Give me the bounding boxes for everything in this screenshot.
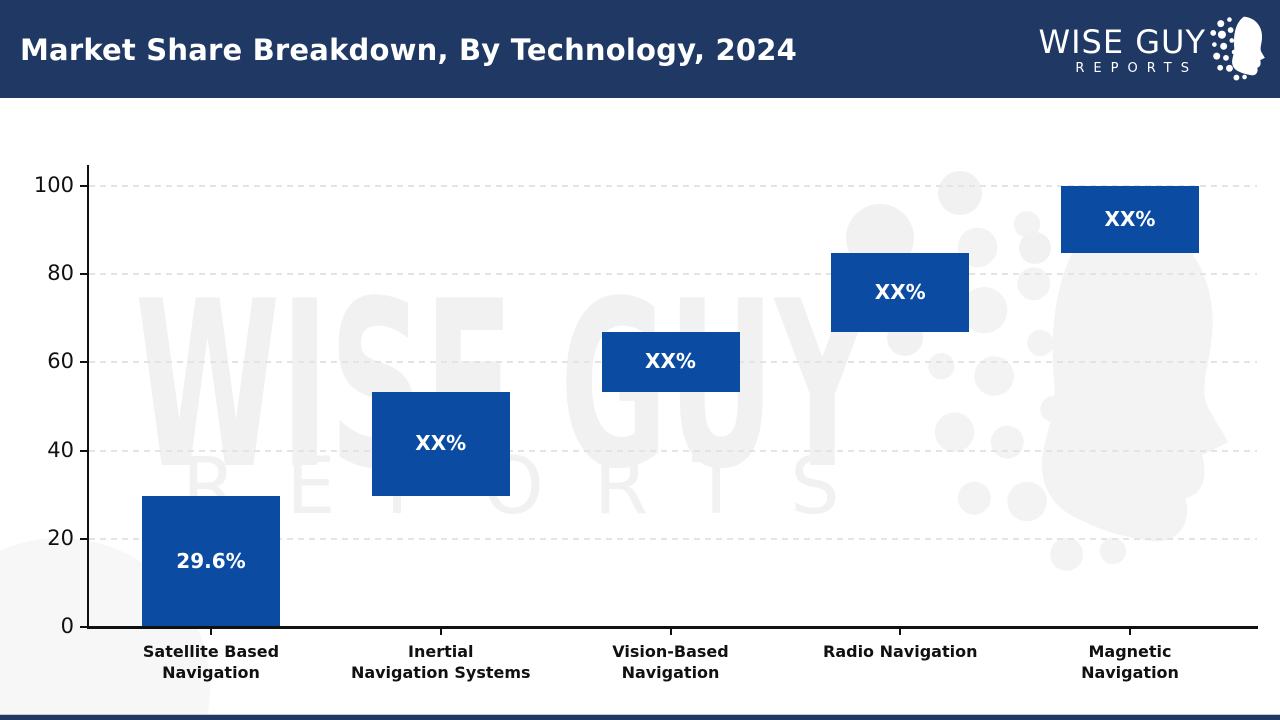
logo-name: WISE GUY [1038, 23, 1206, 61]
x-tick [210, 627, 212, 635]
y-axis-line [87, 165, 89, 628]
logo-face-icon [1210, 16, 1265, 81]
category-label: Vision-Based Navigation [551, 641, 791, 683]
bar [601, 332, 740, 392]
y-tick-label: 60 [47, 349, 74, 374]
category-label-line: Navigation Systems [350, 663, 531, 682]
chart-area: WISE GUY REPORTS 0 20 40 60 80 100 29.6% Satell… [0, 98, 1280, 714]
category-label-line: Magnetic [1088, 642, 1172, 661]
y-tick-label: 80 [47, 261, 74, 286]
y-tick-label: 0 [60, 614, 74, 638]
gridline [89, 537, 1257, 540]
bar-label: XX% [415, 431, 467, 456]
category-label-line: Navigation [1081, 663, 1179, 682]
y-tick [80, 626, 87, 628]
bar [142, 496, 280, 627]
svg-text:REPORTS: REPORTS [182, 442, 890, 532]
y-tick-label: 20 [47, 525, 74, 550]
gridline [89, 185, 1257, 187]
logo-tagline: REPORTS [1075, 61, 1198, 76]
bar-label: XX% [1104, 206, 1156, 231]
category-label-line: Navigation [162, 663, 260, 682]
y-tick [80, 537, 87, 540]
gridline [89, 449, 1257, 452]
bar-label: XX% [874, 279, 926, 304]
x-tick [669, 627, 672, 635]
y-tick [80, 361, 87, 364]
page-title: Market Share Breakdown, By Technology, 2… [20, 33, 798, 67]
bar [371, 391, 510, 497]
category-label-line: Satellite Based [142, 642, 280, 661]
x-tick [899, 627, 902, 635]
y-tick-label: 100 [33, 173, 74, 197]
bar [1061, 186, 1199, 254]
bar [831, 253, 970, 333]
category-label-line: Navigation [621, 663, 720, 682]
footer-divider [0, 714, 1280, 715]
x-tick [1129, 627, 1131, 635]
x-axis-line [87, 626, 1258, 629]
bar-label: 29.6% [176, 548, 246, 573]
wiseguy-logo: WISE GUY REPORTS [1010, 0, 1270, 98]
category-label: Magnetic Navigation [1010, 641, 1250, 683]
y-tick [80, 273, 87, 276]
category-label: Inertial Navigation Systems [321, 641, 561, 683]
y-tick-label: 40 [47, 437, 74, 462]
category-label: Radio Navigation [780, 641, 1020, 662]
category-label-line: Vision-Based [612, 642, 729, 661]
y-tick [80, 449, 87, 452]
bar-label: XX% [645, 349, 696, 374]
gridline [89, 273, 1257, 276]
footer-bar [0, 715, 1280, 720]
category-label: Satellite Based Navigation [91, 641, 331, 683]
x-tick [439, 627, 442, 635]
y-tick [80, 185, 87, 187]
category-label-line: Radio Navigation [823, 642, 978, 661]
category-label-line: Inertial [408, 642, 474, 661]
header: Market Share Breakdown, By Technology, 2… [0, 0, 1280, 98]
